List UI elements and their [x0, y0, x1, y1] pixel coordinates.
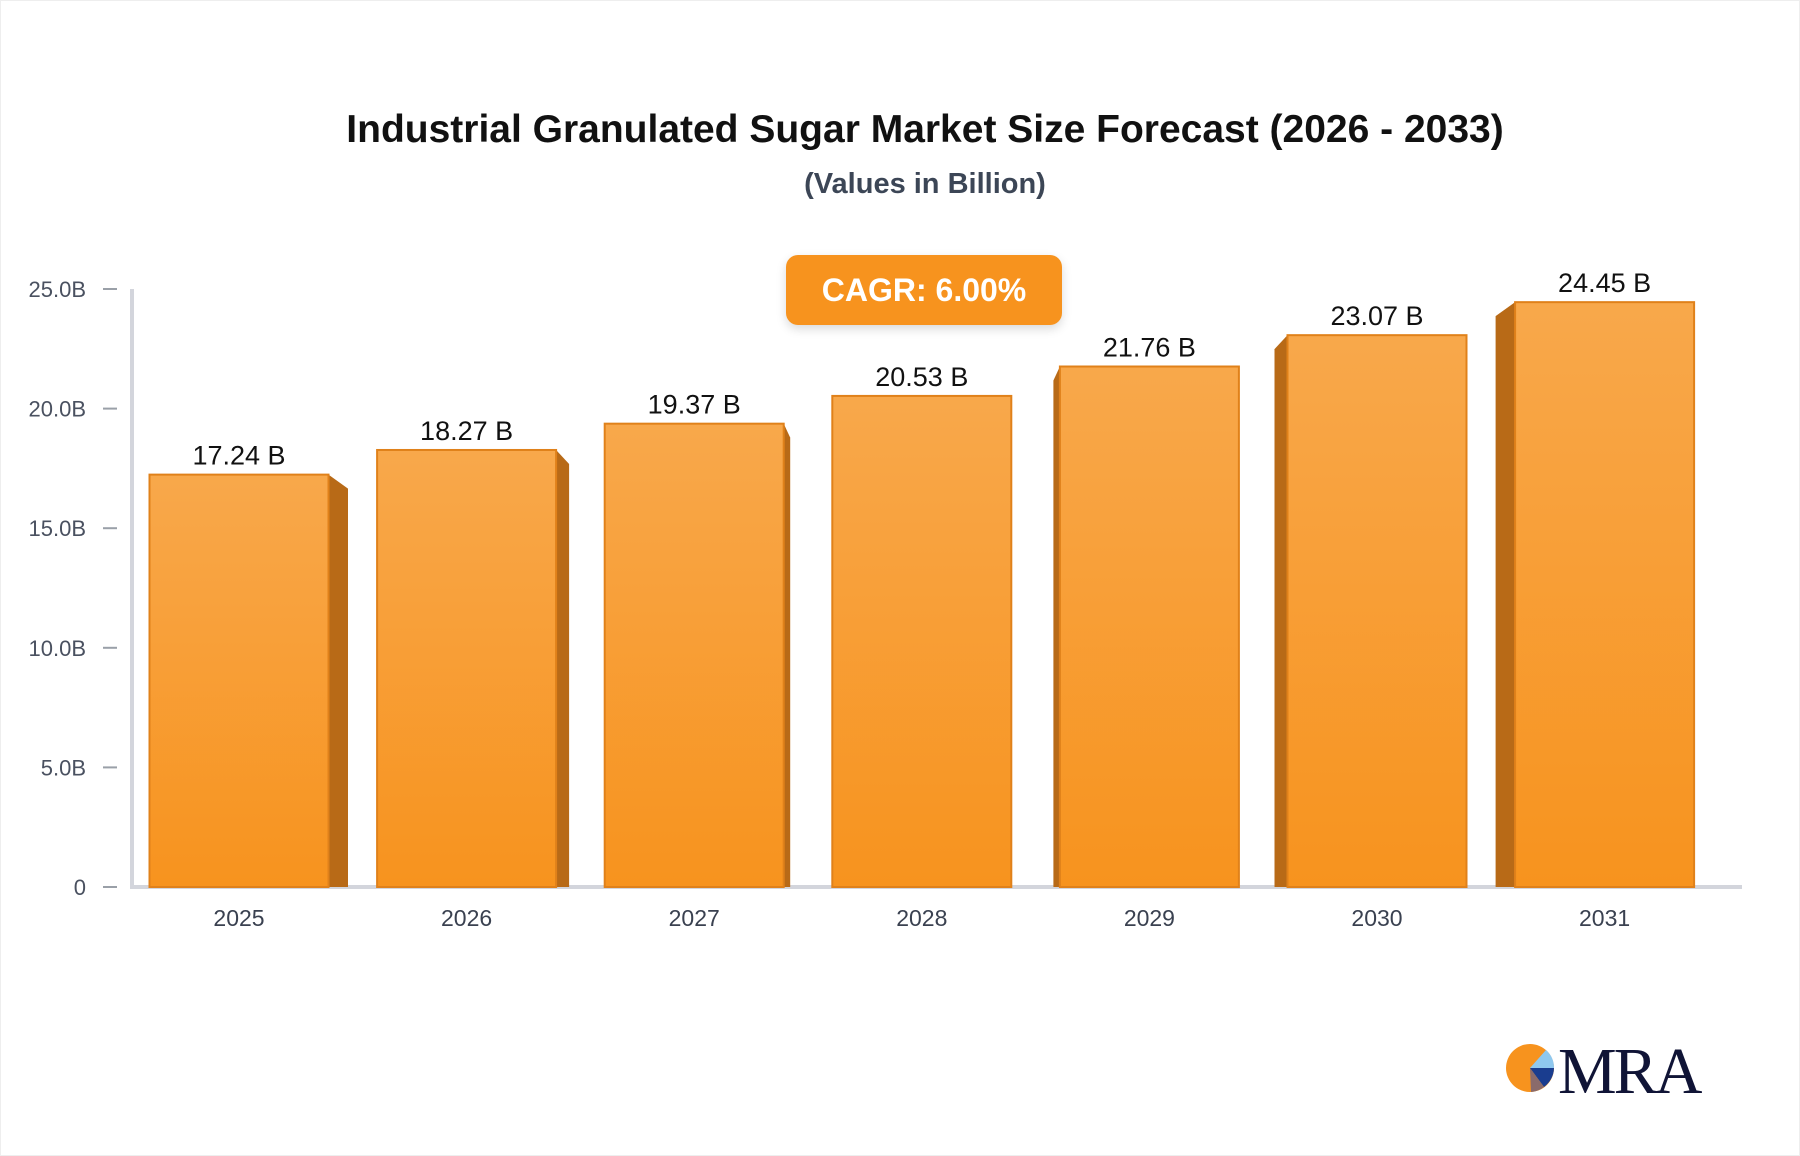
x-tick-label: 2028: [896, 905, 947, 931]
x-tick-label: 2026: [441, 905, 492, 931]
x-tick-label: 2031: [1579, 905, 1630, 931]
x-tick-label: 2029: [1124, 905, 1175, 931]
bar-side: [1053, 366, 1060, 887]
data-label: 23.07 B: [1330, 301, 1423, 331]
data-label: 19.37 B: [648, 390, 741, 420]
bar: [1286, 334, 1468, 888]
bar: [603, 422, 785, 888]
bar-side: [1495, 302, 1516, 887]
bar-side: [328, 474, 348, 887]
pie-logo-icon: [1506, 1044, 1555, 1092]
data-label: 20.53 B: [875, 362, 968, 392]
mra-logo: MRA: [1504, 1035, 1704, 1108]
bar: [376, 448, 558, 888]
bar-side: [1274, 335, 1288, 887]
y-tick-label: 10.0B: [29, 636, 87, 661]
y-tick-label: 25.0B: [29, 277, 87, 302]
x-tick-label: 2027: [669, 905, 720, 931]
data-label: 18.27 B: [420, 416, 513, 446]
bar: [831, 394, 1013, 888]
bar: [1058, 365, 1240, 888]
x-tick-label: 2030: [1351, 905, 1402, 931]
data-label: 21.76 B: [1103, 333, 1196, 363]
x-tick-label: 2025: [213, 905, 264, 931]
chart-subtitle: (Values in Billion): [804, 168, 1046, 200]
data-label: 17.24 B: [192, 441, 285, 471]
y-tick-label: 20.0B: [29, 397, 87, 422]
bar-side: [783, 423, 791, 887]
bar: [148, 473, 330, 888]
data-label: 24.45 B: [1558, 268, 1651, 298]
chart-title: Industrial Granulated Sugar Market Size …: [346, 108, 1504, 151]
y-tick-label: 5.0B: [41, 755, 86, 780]
cagr-badge: CAGR: 6.00%: [786, 255, 1062, 325]
y-tick-label: 15.0B: [29, 516, 87, 541]
bar-side: [556, 449, 570, 887]
bar: [1514, 301, 1696, 888]
y-tick-label: 0: [74, 875, 86, 900]
logo-text: MRA: [1558, 1035, 1702, 1108]
